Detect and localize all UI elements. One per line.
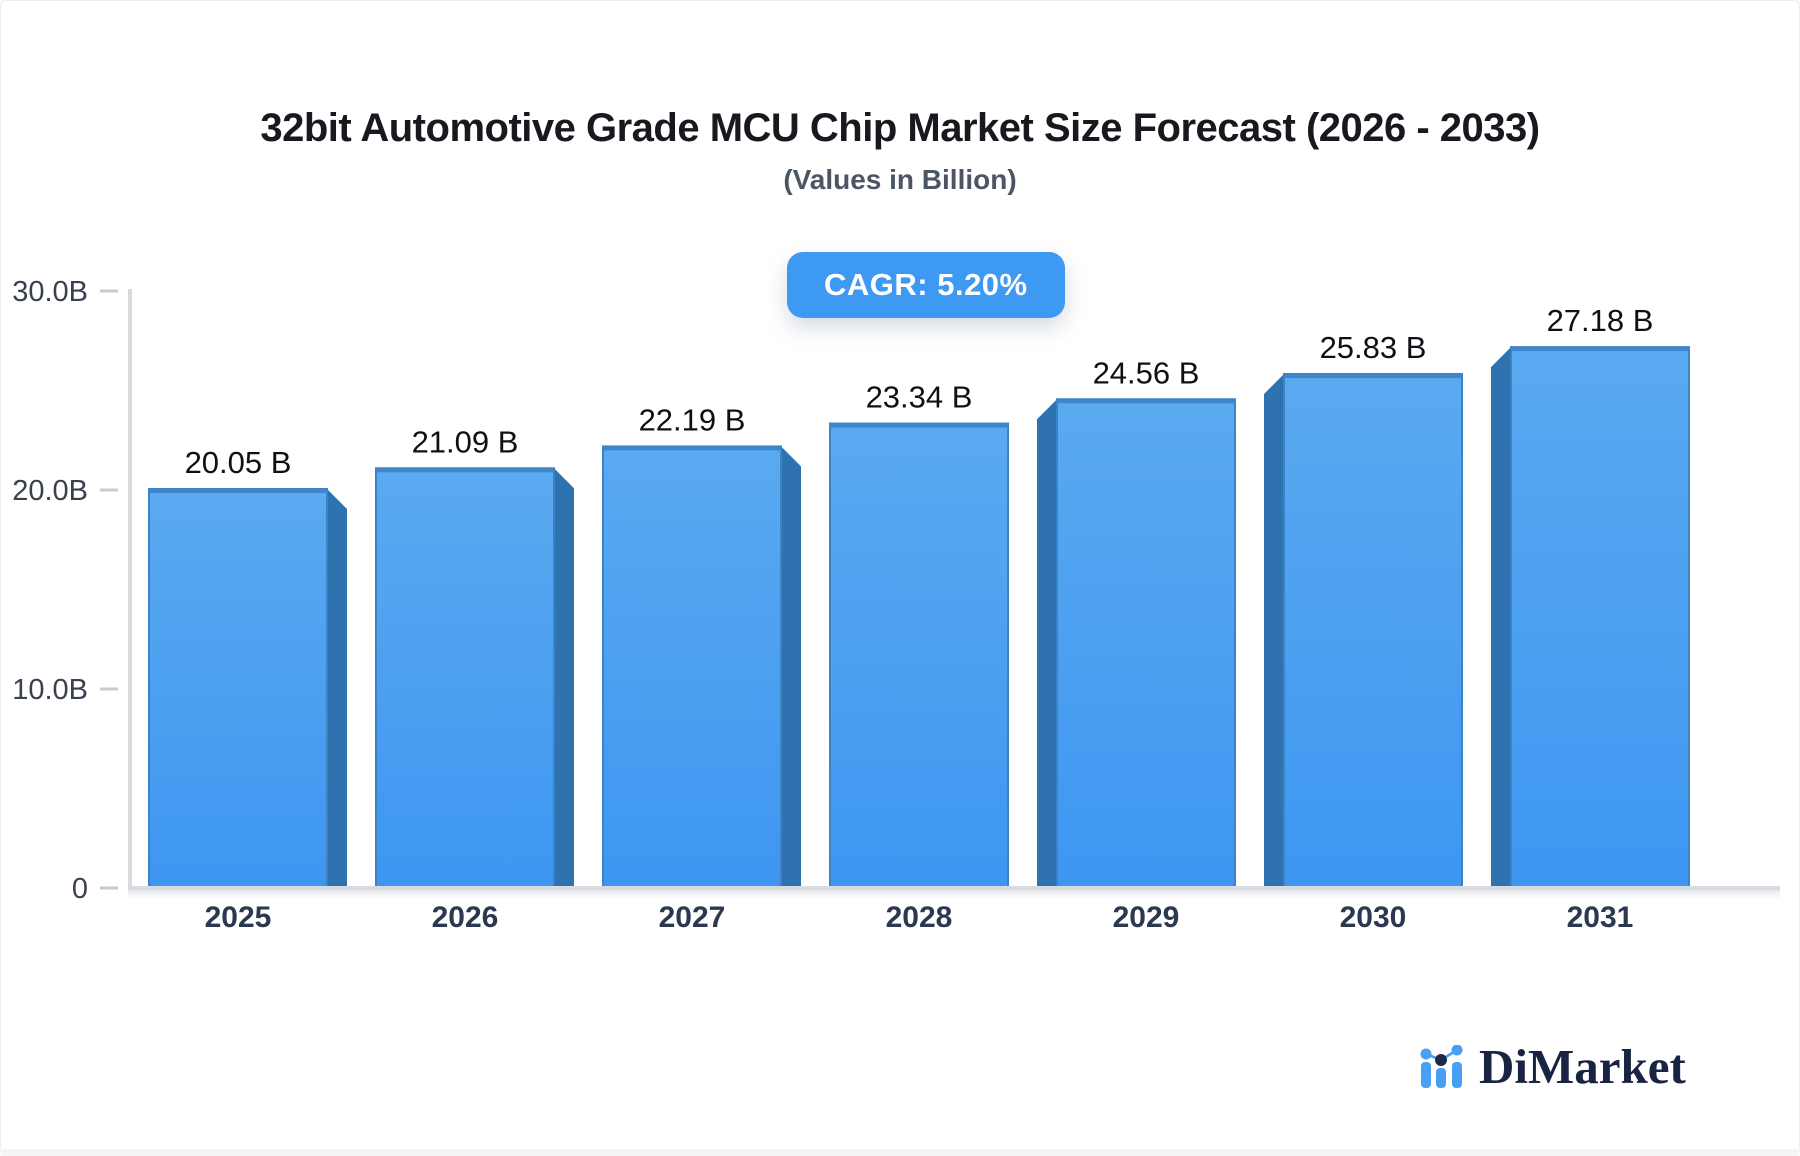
x-axis-label: 2031 — [1567, 901, 1634, 934]
bottom-strip — [0, 1149, 1800, 1156]
brand-name: DiMarket — [1479, 1039, 1686, 1094]
y-tick-label: 10.0B — [12, 674, 88, 706]
bar-side — [1264, 373, 1284, 888]
bar-top-edge — [1057, 399, 1235, 404]
x-axis-shadow — [128, 890, 1780, 899]
bar-value-label: 24.56 B — [1093, 355, 1200, 390]
bar-value-label: 25.83 B — [1320, 330, 1427, 365]
y-tick-label: 20.0B — [12, 475, 88, 507]
bar-top-edge — [376, 468, 554, 473]
x-axis-label: 2029 — [1113, 901, 1180, 934]
x-axis-label: 2028 — [886, 901, 953, 934]
chart-subtitle: (Values in Billion) — [783, 164, 1017, 195]
bar-2026 — [375, 467, 574, 889]
bar-value-label: 27.18 B — [1547, 303, 1654, 338]
x-axis-label: 2026 — [432, 901, 499, 934]
bar-value-label: 21.09 B — [412, 424, 519, 459]
x-axis-label: 2025 — [205, 901, 272, 934]
bar-face — [148, 488, 328, 889]
cagr-badge: CAGR: 5.20% — [787, 252, 1065, 318]
bar-value-label: 22.19 B — [639, 402, 746, 437]
brand-logo: DiMarket — [1420, 1042, 1686, 1091]
bar-side — [781, 446, 801, 888]
bar-top-edge — [1284, 373, 1462, 378]
bar-face — [1510, 346, 1690, 890]
bar-face — [829, 422, 1009, 889]
bar-line-chart-icon — [1420, 1044, 1463, 1088]
chart-title: 32bit Automotive Grade MCU Chip Market S… — [260, 106, 1540, 150]
bar-side — [554, 468, 574, 888]
bar-2027 — [602, 445, 801, 889]
y-tick-label: 30.0B — [12, 276, 88, 308]
x-axis-label: 2027 — [659, 901, 726, 934]
bar-top-edge — [603, 446, 781, 451]
bar-side — [327, 489, 347, 888]
bar-value-label: 23.34 B — [866, 380, 973, 415]
bar-2030 — [1264, 372, 1463, 890]
x-axis-label: 2030 — [1340, 901, 1407, 934]
bar-2025 — [148, 488, 347, 889]
bar-top-edge — [830, 423, 1008, 428]
bar-2028 — [829, 422, 1009, 889]
bar-side — [1037, 399, 1057, 888]
y-tick-label: 0 — [72, 873, 88, 905]
bar-face — [375, 467, 555, 889]
bar-2031 — [1491, 346, 1690, 890]
bar-2029 — [1037, 398, 1236, 889]
bar-top-edge — [1511, 347, 1689, 352]
bar-face — [602, 445, 782, 889]
bar-value-label: 20.05 B — [185, 445, 292, 480]
bar-side — [1491, 347, 1511, 888]
bar-face — [1056, 398, 1236, 889]
bar-face — [1283, 372, 1463, 890]
bar-top-edge — [149, 489, 327, 494]
